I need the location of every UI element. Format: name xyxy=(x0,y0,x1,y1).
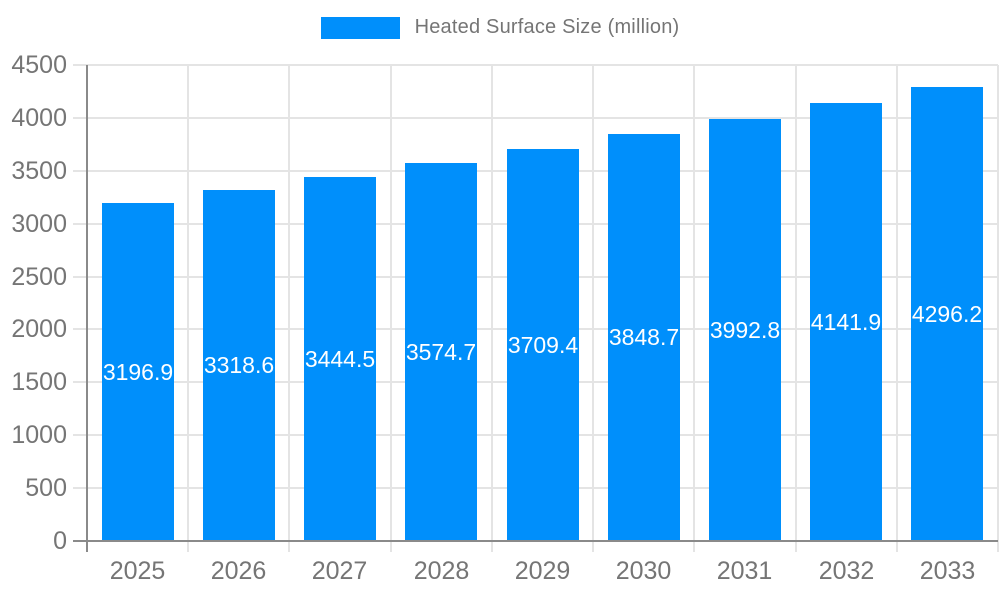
bar-2030[interactable] xyxy=(608,134,680,541)
gridline-vertical xyxy=(997,65,999,541)
gridline-horizontal xyxy=(87,117,998,119)
y-axis-label: 4500 xyxy=(11,51,67,79)
bar-data-label: 3709.4 xyxy=(507,332,579,358)
x-axis-label: 2025 xyxy=(109,557,166,585)
bar-2031[interactable] xyxy=(709,119,781,541)
x-axis-tick xyxy=(491,541,493,552)
x-axis-label: 2030 xyxy=(615,557,672,585)
gridline-vertical xyxy=(288,65,290,541)
gridline-vertical xyxy=(896,65,898,541)
x-axis-label: 2026 xyxy=(210,557,267,585)
x-axis-label: 2033 xyxy=(919,557,976,585)
x-axis-label: 2032 xyxy=(818,557,875,585)
gridline-vertical xyxy=(795,65,797,541)
x-axis-label: 2031 xyxy=(716,557,773,585)
x-axis-tick xyxy=(693,541,695,552)
x-axis-tick xyxy=(390,541,392,552)
bar-data-label: 3196.9 xyxy=(102,359,174,385)
y-axis-tick xyxy=(73,223,87,225)
bar-2027[interactable] xyxy=(304,177,376,541)
bar-2033[interactable] xyxy=(911,87,983,541)
x-axis-tick xyxy=(795,541,797,552)
y-axis-label: 2500 xyxy=(11,263,67,291)
y-axis-label: 0 xyxy=(53,527,67,555)
y-axis-line xyxy=(86,65,88,552)
y-axis-label: 4000 xyxy=(11,104,67,132)
y-axis-label: 2000 xyxy=(11,315,67,343)
bar-data-label: 4296.2 xyxy=(911,301,983,327)
bar-2028[interactable] xyxy=(405,163,477,541)
bar-data-label: 3318.6 xyxy=(203,352,275,378)
bar-data-label: 3444.5 xyxy=(304,346,376,372)
y-axis-label: 500 xyxy=(25,474,67,502)
y-axis-tick xyxy=(73,434,87,436)
x-axis-tick xyxy=(288,541,290,552)
gridline-vertical xyxy=(592,65,594,541)
y-axis-tick xyxy=(73,381,87,383)
bar-data-label: 4141.9 xyxy=(810,309,882,335)
bar-data-label: 3848.7 xyxy=(608,324,680,350)
legend-label: Heated Surface Size (million) xyxy=(414,16,680,38)
gridline-vertical xyxy=(693,65,695,541)
bar-2026[interactable] xyxy=(203,190,275,541)
y-axis-tick xyxy=(73,328,87,330)
y-axis-label: 1500 xyxy=(11,368,67,396)
y-axis-tick xyxy=(73,170,87,172)
bar-2032[interactable] xyxy=(810,103,882,541)
x-axis-label: 2027 xyxy=(311,557,368,585)
bar-data-label: 3574.7 xyxy=(405,339,477,365)
x-axis-label: 2028 xyxy=(413,557,470,585)
legend[interactable]: Heated Surface Size (million) xyxy=(0,16,1000,39)
y-axis-label: 3000 xyxy=(11,210,67,238)
gridline-vertical xyxy=(491,65,493,541)
bar-2029[interactable] xyxy=(507,149,579,541)
bar-data-label: 3992.8 xyxy=(709,317,781,343)
y-axis-tick xyxy=(73,276,87,278)
y-axis-label: 3500 xyxy=(11,157,67,185)
gridline-vertical xyxy=(187,65,189,541)
bar-2025[interactable] xyxy=(102,203,174,541)
x-axis-tick xyxy=(187,541,189,552)
x-axis-tick xyxy=(997,541,999,552)
y-axis-tick xyxy=(73,117,87,119)
x-axis-line xyxy=(73,540,998,542)
y-axis-label: 1000 xyxy=(11,421,67,449)
x-axis-label: 2029 xyxy=(514,557,571,585)
x-axis-tick xyxy=(896,541,898,552)
legend-swatch-icon xyxy=(320,16,400,39)
y-axis-tick xyxy=(73,487,87,489)
x-axis-tick xyxy=(592,541,594,552)
gridline-horizontal xyxy=(87,64,998,66)
y-axis-tick xyxy=(73,64,87,66)
gridline-vertical xyxy=(390,65,392,541)
